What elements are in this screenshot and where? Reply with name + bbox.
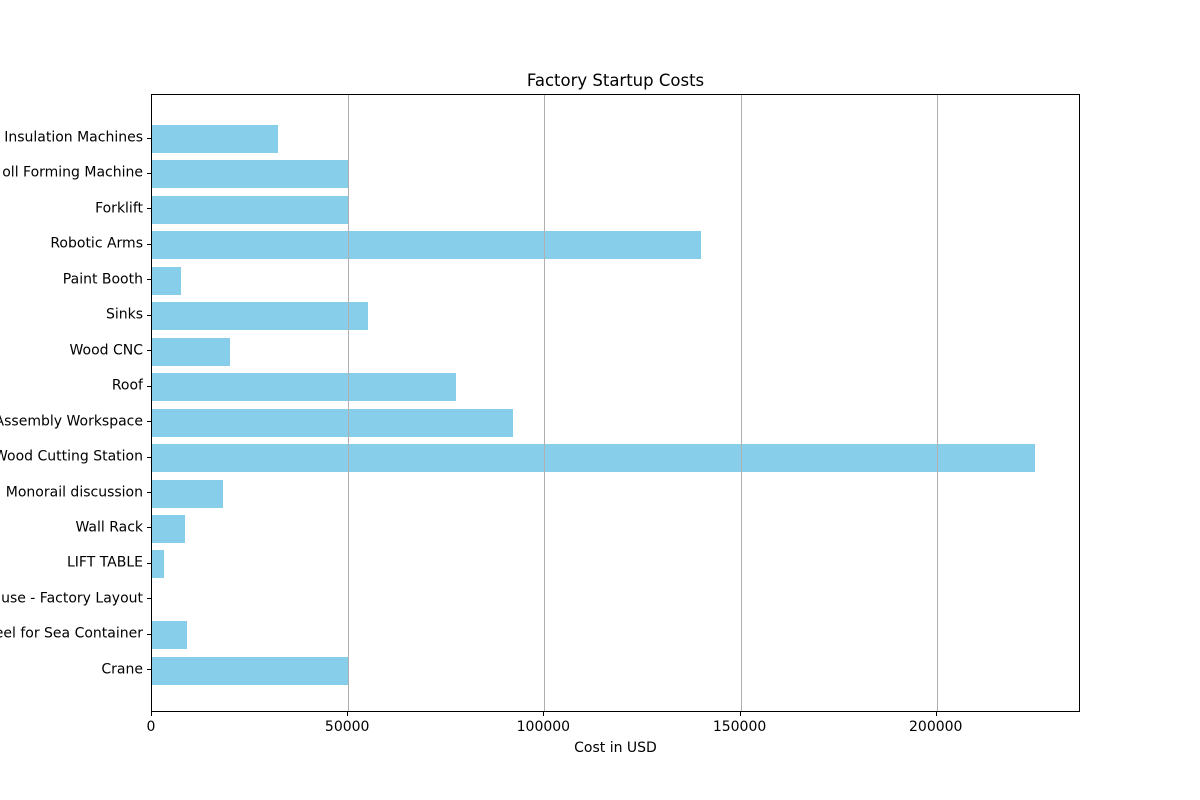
chart-title: Factory Startup Costs [526,71,705,90]
y-tick-mark [147,137,151,139]
y-tick-label: Roof [111,377,143,394]
plot-area [151,94,1080,712]
y-tick-mark [147,562,151,564]
gridline [740,95,742,711]
y-tick-label: eel for Sea Container [0,625,143,642]
x-tick-label: 0 [146,719,156,735]
gridline [936,95,938,711]
bar [152,550,164,579]
x-tick-label: 50000 [324,719,370,735]
y-tick-mark [147,385,151,387]
bar [152,621,188,650]
x-tick-label: 200000 [909,719,963,735]
bar [152,337,231,366]
x-tick-mark [543,712,545,716]
y-tick-label: Robotic Arms [50,235,143,252]
bar [152,195,349,224]
y-tick-mark [147,314,151,316]
bar [152,514,186,543]
y-tick-label: Insulation Machines [4,129,143,146]
gridline [348,95,350,711]
y-tick-mark [147,279,151,281]
y-tick-mark [147,527,151,529]
y-tick-label: oll Forming Machine [2,165,143,182]
x-tick-mark [151,712,152,716]
y-tick-label: Forklift [95,200,143,217]
bar [152,160,349,189]
y-tick-mark [147,421,151,423]
y-tick-label: Wood CNC [69,342,143,359]
gridline [544,95,546,711]
y-tick-mark [147,492,151,493]
x-tick-mark [739,712,741,716]
y-tick-label: Assembly Workspace [0,413,143,430]
bar [152,125,278,153]
y-tick-label: Sinks [105,306,143,323]
bar [152,302,368,331]
y-tick-label: Crane [101,661,143,678]
bar [152,408,513,437]
bar [152,266,182,295]
x-tick-mark [935,712,937,716]
x-tick-label: 150000 [712,719,767,735]
y-tick-mark [147,633,151,635]
bar [152,444,1035,473]
y-tick-label: Monorail discussion [5,484,143,501]
y-tick-label: Wood Cutting Station [0,448,143,465]
x-tick-label: 100000 [516,719,571,735]
y-tick-label: LIFT TABLE [66,554,143,571]
bar [152,479,223,508]
y-tick-label: Wall Rack [75,519,143,536]
y-tick-label: Paint Booth [62,271,143,288]
y-tick-mark [147,669,151,671]
x-axis-title: Cost in USD [574,740,657,756]
y-tick-mark [147,598,151,600]
y-tick-label: use - Factory Layout [1,590,143,607]
y-axis-labels: Insulation Machines oll Forming Machine Fo… [0,0,143,800]
bar [152,373,457,402]
x-tick-mark [347,712,349,716]
y-tick-mark [147,243,151,245]
y-tick-mark [147,208,151,210]
y-tick-mark [147,350,151,352]
bar [152,656,349,685]
bar [152,231,702,260]
y-tick-mark [147,172,151,174]
y-tick-mark [147,456,151,458]
